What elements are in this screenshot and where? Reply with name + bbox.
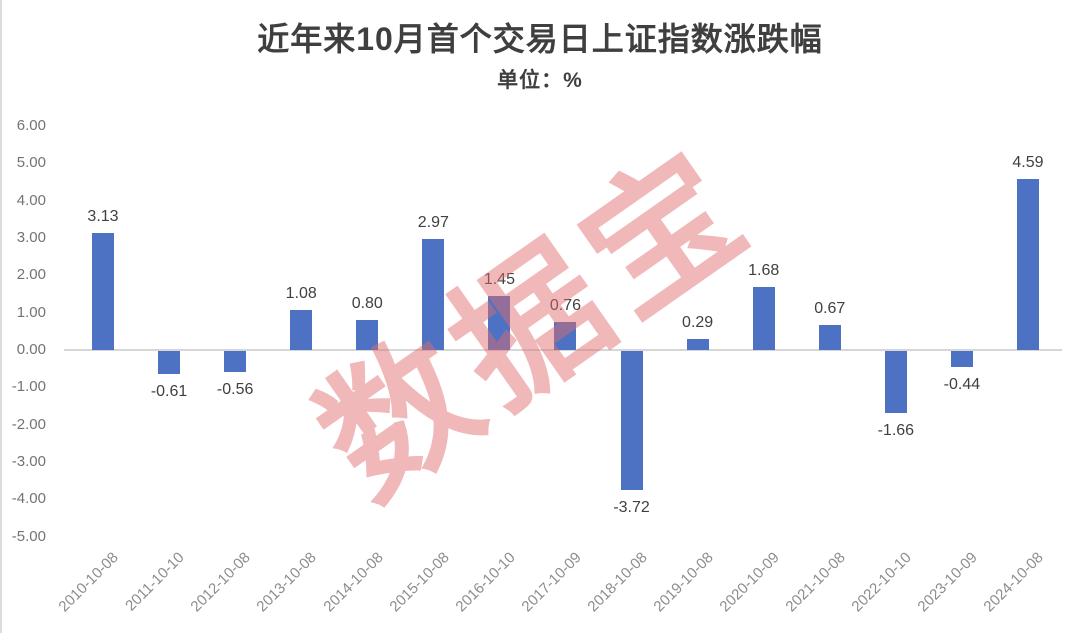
y-axis-tick-label: -1.00: [11, 378, 46, 396]
y-axis-tick-label: -5.00: [11, 527, 46, 545]
x-axis-label: 2018-10-08: [584, 549, 651, 616]
y-axis-tick-label: -4.00: [11, 490, 46, 508]
screenshot-left-edge: [0, 0, 2, 633]
bar-value-label: 0.76: [549, 296, 582, 314]
x-axis-label: 2019-10-08: [650, 549, 717, 616]
bar-value-label: 1.08: [285, 284, 317, 302]
y-axis-tick-label: 2.00: [16, 266, 46, 284]
bar-value-label: 3.13: [87, 208, 119, 226]
y-axis-tick-label: -2.00: [11, 415, 46, 433]
bar-value-label: 0.67: [814, 299, 846, 317]
x-axis-label: 2022-10-10: [848, 549, 915, 616]
bar-2024-10-08: [1016, 178, 1039, 350]
y-axis-tick-label: -3.00: [11, 453, 46, 471]
bar-value-label: 4.59: [1012, 153, 1044, 171]
bar-2022-10-10: [884, 351, 907, 413]
x-axis-label: 2024-10-08: [980, 549, 1047, 616]
bar-value-label: -0.56: [216, 380, 254, 398]
bar-2010-10-08: [92, 233, 114, 350]
x-axis-label: 2016-10-10: [452, 549, 519, 616]
bar-2013-10-08: [290, 309, 313, 350]
x-axis-label: 2023-10-09: [914, 549, 981, 616]
x-axis-label: 2014-10-08: [320, 549, 387, 616]
bar-2019-10-08: [686, 339, 709, 350]
y-axis-tick-label: 1.00: [16, 303, 46, 321]
bar-value-label: 2.97: [417, 214, 449, 232]
x-axis-label: 2012-10-08: [187, 549, 255, 616]
bar-value-label: -1.66: [877, 422, 915, 439]
y-axis-tick-label: 6.00: [16, 116, 46, 134]
bar-value-label: -0.61: [150, 382, 188, 400]
bar-2018-10-08: [620, 351, 643, 490]
bar-2011-10-10: [158, 351, 181, 374]
x-axis-label: 2021-10-08: [782, 549, 849, 616]
x-axis-label: 2015-10-08: [386, 549, 453, 616]
chart-unit-label: 单位：%: [497, 69, 583, 92]
bar-2014-10-08: [356, 320, 379, 350]
y-axis-tick-label: 5.00: [16, 154, 46, 172]
bar-2021-10-08: [818, 324, 841, 350]
x-axis-label: 2020-10-09: [716, 549, 783, 616]
bar-value-label: 1.68: [748, 262, 780, 280]
x-axis-label: 2011-10-10: [122, 549, 189, 615]
bar-value-label: 0.29: [682, 314, 714, 332]
bar-2017-10-09: [554, 321, 577, 350]
bar-2015-10-08: [422, 239, 445, 350]
bar-2016-10-10: [488, 295, 511, 350]
x-axis-label: 2010-10-08: [55, 549, 123, 616]
zero-axis-line: [64, 349, 1062, 351]
y-axis-tick-label: 0.00: [16, 341, 46, 358]
bar-2012-10-08: [224, 351, 247, 372]
chart-title: 近年来10月首个交易日上证指数涨跌幅: [257, 21, 823, 57]
bar-2020-10-09: [752, 287, 775, 350]
bar-value-label: -0.44: [943, 376, 981, 394]
y-axis-tick-label: 3.00: [16, 228, 46, 246]
bar-value-label: -3.72: [613, 498, 650, 516]
bar-value-label: 1.45: [483, 270, 515, 288]
x-axis-label: 2017-10-09: [518, 549, 585, 616]
y-axis-tick-label: 4.00: [16, 191, 46, 209]
bar-2023-10-09: [950, 351, 973, 368]
bar-value-label: 0.80: [351, 295, 383, 313]
x-axis-label: 2013-10-08: [253, 549, 321, 616]
